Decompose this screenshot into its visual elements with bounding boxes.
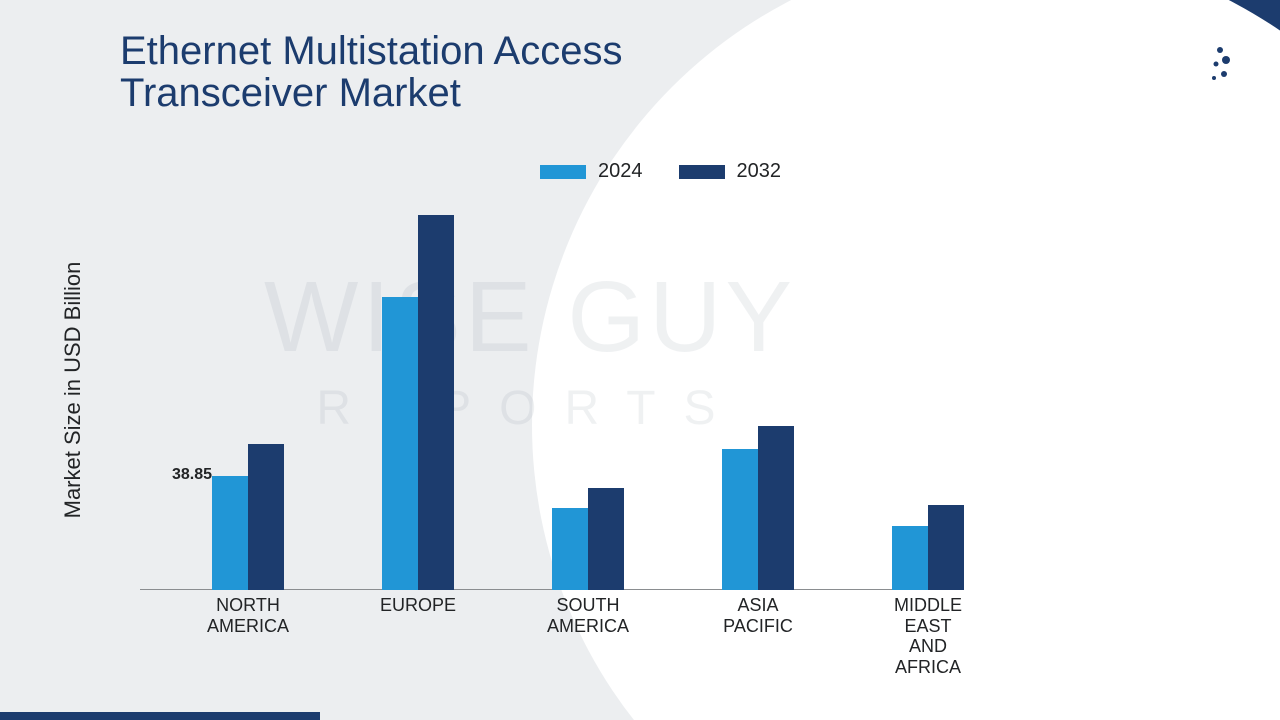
x-axis-category: ASIAPACIFIC: [698, 595, 818, 636]
x-axis-category: MIDDLEEASTANDAFRICA: [868, 595, 988, 678]
bar-2024: [722, 449, 758, 590]
bar-2024: [552, 508, 588, 590]
bar-2024: [892, 526, 928, 590]
brand-logo: WISE GUY REPORTS: [1000, 30, 1240, 125]
y-axis-label: Market Size in USD Billion: [60, 190, 86, 590]
bar-2032: [758, 426, 794, 590]
chart-area: 2024 2032 Market Size in USD Billion 38.…: [60, 150, 960, 690]
bar-2032: [928, 505, 964, 590]
brand-logo-line1: WISE GUY: [1000, 30, 1184, 102]
x-axis-category: EUROPE: [358, 595, 478, 616]
bar-2024: [212, 476, 248, 590]
bar-2024: [382, 297, 418, 590]
chart-title: Ethernet Multistation Access Transceiver…: [120, 30, 840, 114]
x-axis-category: NORTHAMERICA: [188, 595, 308, 636]
brand-head-icon: [1176, 30, 1240, 102]
brand-logo-line2: REPORTS: [1000, 108, 1184, 125]
plot-area: 38.85: [140, 180, 960, 590]
bar-2032: [588, 488, 624, 591]
legend-swatch-2032: [679, 165, 725, 179]
x-axis-category: SOUTHAMERICA: [528, 595, 648, 636]
background-navy-bottom: [0, 712, 320, 720]
legend-swatch-2024: [540, 165, 586, 179]
bar-value-label: 38.85: [162, 466, 212, 484]
bar-2032: [248, 444, 284, 590]
bar-2032: [418, 215, 454, 590]
